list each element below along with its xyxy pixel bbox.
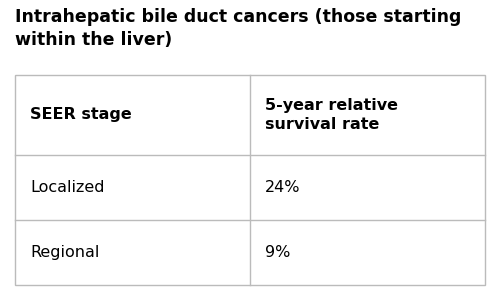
Text: Localized: Localized [30, 180, 104, 195]
Text: 9%: 9% [265, 245, 290, 260]
Text: 5-year relative
survival rate: 5-year relative survival rate [265, 98, 398, 132]
Bar [15, 75, 485, 285]
Text: 24%: 24% [265, 180, 300, 195]
Text: SEER stage: SEER stage [30, 107, 132, 122]
Text: Regional: Regional [30, 245, 100, 260]
Text: Intrahepatic bile duct cancers (those starting
within the liver): Intrahepatic bile duct cancers (those st… [15, 8, 462, 49]
